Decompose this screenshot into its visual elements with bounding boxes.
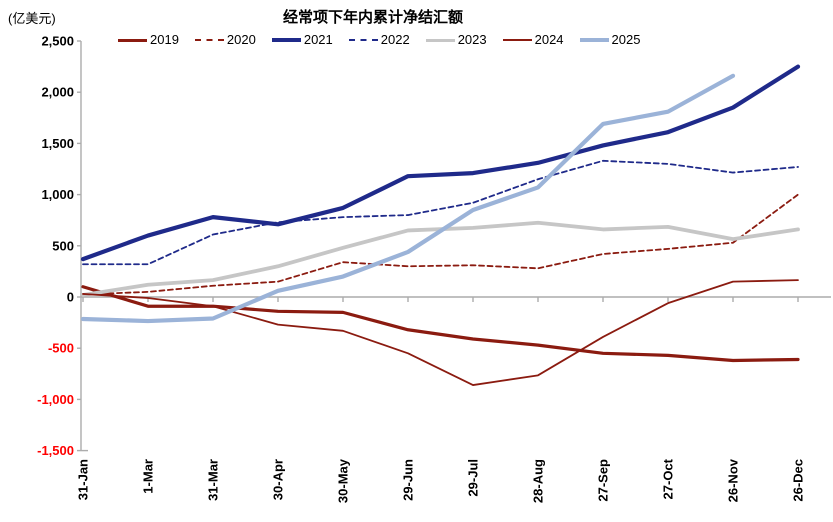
- x-tick-label: 31-Mar: [206, 459, 221, 501]
- y-tick-label: 1,500: [41, 136, 74, 151]
- legend-swatch-2020: [194, 39, 224, 41]
- chart-title: 经常项下年内累计净结汇额: [282, 9, 464, 26]
- legend-swatch-2023: [425, 38, 455, 42]
- y-tick-label: 1,000: [41, 187, 74, 202]
- legend-label-2024: 2024: [534, 32, 564, 47]
- x-tick-label: 29-Jul: [466, 459, 481, 497]
- y-tick-label: -1,500: [37, 443, 74, 458]
- y-tick-label: 0: [67, 290, 74, 305]
- x-tick-label: 26-Nov: [726, 458, 741, 502]
- series-line-2023: [81, 220, 800, 297]
- series-line-2021: [80, 64, 801, 262]
- legend-item-2021: 2021: [271, 32, 333, 47]
- x-tick-label: 30-May: [336, 458, 351, 503]
- y-tick-label: 500: [52, 238, 74, 253]
- y-tick-label: -500: [48, 341, 74, 356]
- series-line-2020: [82, 193, 799, 296]
- x-tick-label: 27-Sep: [596, 459, 611, 502]
- series-line-2022: [82, 159, 799, 266]
- legend-item-2024: 2024: [502, 32, 564, 47]
- legend-swatch-2022: [348, 39, 378, 41]
- series-line-2024: [82, 279, 799, 386]
- legend-item-2019: 2019: [118, 33, 179, 47]
- legend-item-2025: 2025: [579, 32, 641, 47]
- legend-label-2022: 2022: [380, 32, 410, 47]
- legend-item-2023: 2023: [425, 32, 487, 47]
- legend-item-2022: 2022: [348, 32, 410, 47]
- y-tick-label: 2,500: [41, 34, 74, 49]
- legend-item-2020: 2020: [194, 32, 256, 47]
- series-line-2025: [80, 73, 736, 324]
- x-tick-label: 29-Jun: [401, 459, 416, 501]
- legend-label-2023: 2023: [457, 32, 487, 47]
- legend-swatch-2019: [118, 38, 147, 42]
- x-tick-label: 28-Aug: [531, 459, 546, 503]
- y-tick-label: -1,000: [37, 392, 74, 407]
- series-line-2019: [81, 285, 800, 363]
- x-tick-label: 26-Dec: [791, 459, 806, 502]
- legend-swatch-2021: [271, 38, 301, 42]
- legend-swatch-2025: [579, 38, 609, 42]
- legend: 2019 2020 2021 2022 2023 2024 2025: [118, 33, 640, 47]
- legend-label-2019: 2019: [150, 32, 179, 47]
- y-tick-label: 2,000: [41, 85, 74, 100]
- x-tick-label: 30-Apr: [271, 459, 286, 500]
- y-axis-unit-label: (亿美元): [8, 11, 56, 26]
- legend-swatch-2024: [502, 39, 532, 41]
- legend-label-2020: 2020: [226, 32, 256, 47]
- legend-label-2021: 2021: [303, 32, 333, 47]
- legend-label-2025: 2025: [611, 32, 641, 47]
- x-tick-label: 31-Jan: [76, 459, 91, 500]
- x-tick-label: 1-Mar: [141, 459, 156, 494]
- x-tick-label: 27-Oct: [661, 458, 676, 499]
